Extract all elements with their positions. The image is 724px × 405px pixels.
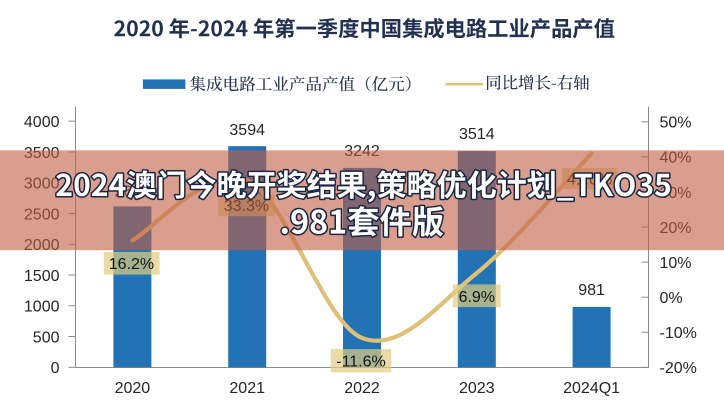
svg-text:2022: 2022: [344, 380, 380, 397]
svg-text:1500: 1500: [24, 268, 60, 285]
svg-text:16.2%: 16.2%: [109, 256, 154, 273]
svg-text:981: 981: [578, 282, 605, 299]
svg-text:2021: 2021: [229, 380, 265, 397]
svg-text:4000: 4000: [24, 114, 60, 131]
svg-text:6.9%: 6.9%: [459, 289, 495, 306]
svg-text:2024Q1: 2024Q1: [563, 380, 620, 397]
svg-text:2023: 2023: [459, 380, 495, 397]
svg-text:-10%: -10%: [660, 325, 697, 342]
svg-text:3514: 3514: [459, 126, 495, 143]
svg-text:500: 500: [33, 329, 60, 346]
svg-text:3594: 3594: [229, 122, 265, 139]
svg-text:0%: 0%: [660, 290, 683, 307]
svg-text:0: 0: [51, 360, 60, 377]
svg-text:-11.6%: -11.6%: [336, 354, 386, 371]
svg-text:-20%: -20%: [660, 360, 697, 377]
svg-text:1000: 1000: [24, 299, 60, 316]
svg-text:50%: 50%: [660, 115, 692, 132]
svg-text:2020: 2020: [115, 380, 151, 397]
svg-text:10%: 10%: [660, 255, 692, 272]
